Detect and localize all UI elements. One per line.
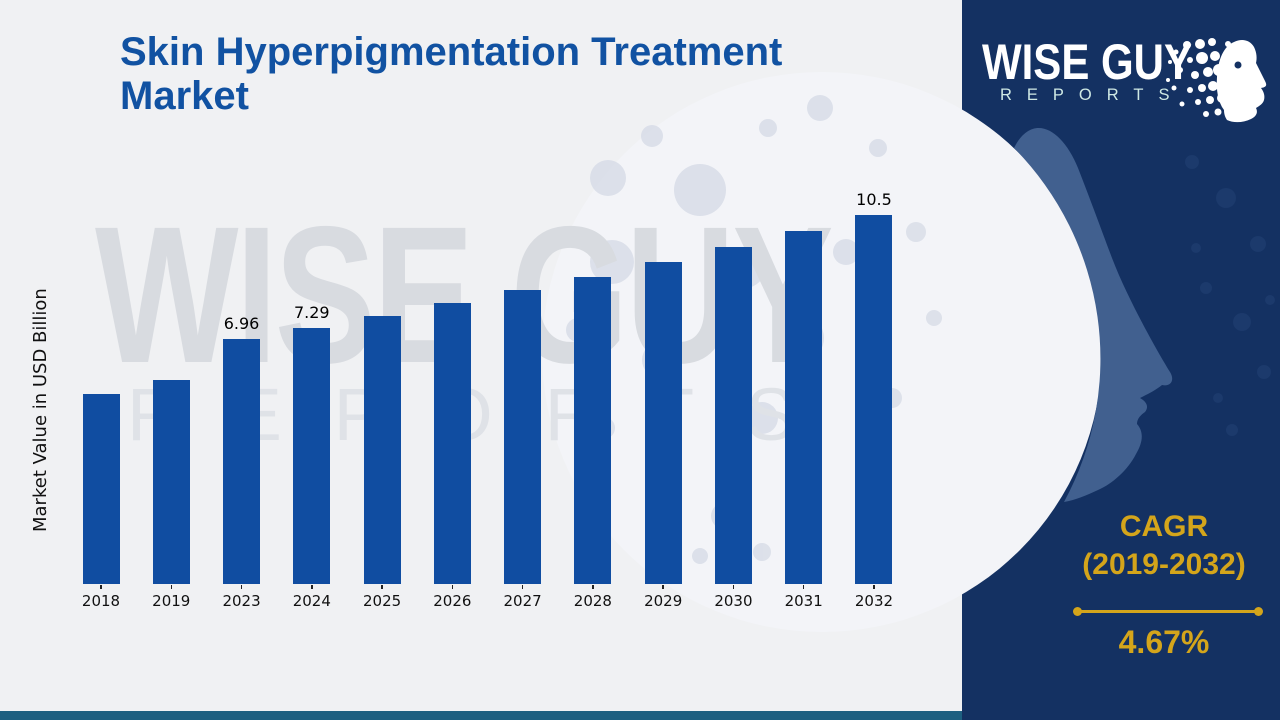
x-axis-tick [592, 585, 594, 589]
x-axis-tick [451, 585, 454, 589]
x-axis-tick [311, 585, 313, 589]
x-tick-label-2027: 2027 [503, 592, 542, 610]
bar-value-label-2032: 10.5 [856, 190, 892, 210]
bar-2028 [574, 276, 612, 584]
bar-2026 [433, 303, 471, 584]
bar-2023 [223, 339, 261, 584]
footer-accent-strip [0, 711, 962, 720]
bar-plot: 2018 2019 2023 6.96 2024 7.29 2025 2026 2027 2028… [81, 190, 894, 610]
x-tick-label-2028: 2028 [573, 592, 612, 610]
bar-value-label-2023: 6.96 [223, 314, 260, 334]
bar-2032 [855, 215, 893, 584]
x-tick-label-2025: 2025 [362, 592, 402, 610]
x-axis-tick [802, 585, 805, 589]
brand-logo-subtext: REPORTS [1000, 86, 1185, 104]
head-profile-dots-icon [1166, 38, 1267, 123]
bar-value-label-2024: 7.29 [293, 302, 330, 322]
face-silhouette-icon [1014, 127, 1173, 503]
bar-2027 [504, 290, 542, 584]
x-axis-tick [381, 585, 383, 589]
bar-2025 [363, 315, 401, 584]
bar-2031 [785, 231, 823, 584]
x-axis-tick [100, 585, 102, 589]
cagr-divider-line [1073, 607, 1263, 615]
x-tick-label-2030: 2030 [714, 592, 753, 610]
x-axis-tick [873, 585, 875, 589]
x-axis-tick [170, 585, 173, 589]
bar-2024 [293, 327, 331, 584]
brand-logo-text: WISE GUY [982, 33, 1193, 90]
bar-2019 [152, 380, 190, 584]
x-axis-tick [521, 585, 524, 589]
x-tick-label-2026: 2026 [433, 592, 472, 610]
cagr-block: CAGR (2019-2032) [1056, 508, 1272, 583]
x-axis-tick [240, 585, 243, 589]
x-tick-label-2023: 2023 [222, 592, 261, 610]
x-axis-tick [662, 585, 664, 589]
page-title: Skin Hyperpigmentation Treatment Market [120, 30, 920, 118]
x-tick-label-2032: 2032 [854, 592, 894, 610]
bar-2018 [82, 394, 120, 584]
cagr-range: (2019-2032) [1082, 547, 1246, 581]
x-tick-label-2024: 2024 [292, 592, 331, 610]
x-tick-label-2018: 2018 [81, 592, 121, 610]
cagr-value: 4.67% [1118, 624, 1210, 660]
bar-2029 [644, 262, 682, 584]
x-tick-label-2029: 2029 [644, 592, 683, 610]
cagr-heading: CAGR [1119, 510, 1209, 543]
page-title-line1: Skin Hyperpigmentation Treatment [120, 30, 783, 74]
page-title-line2: Market [120, 74, 249, 118]
bar-2030 [714, 247, 752, 584]
x-tick-label-2031: 2031 [784, 592, 823, 610]
x-axis-tick [732, 585, 735, 589]
x-tick-label-2019: 2019 [152, 592, 191, 610]
